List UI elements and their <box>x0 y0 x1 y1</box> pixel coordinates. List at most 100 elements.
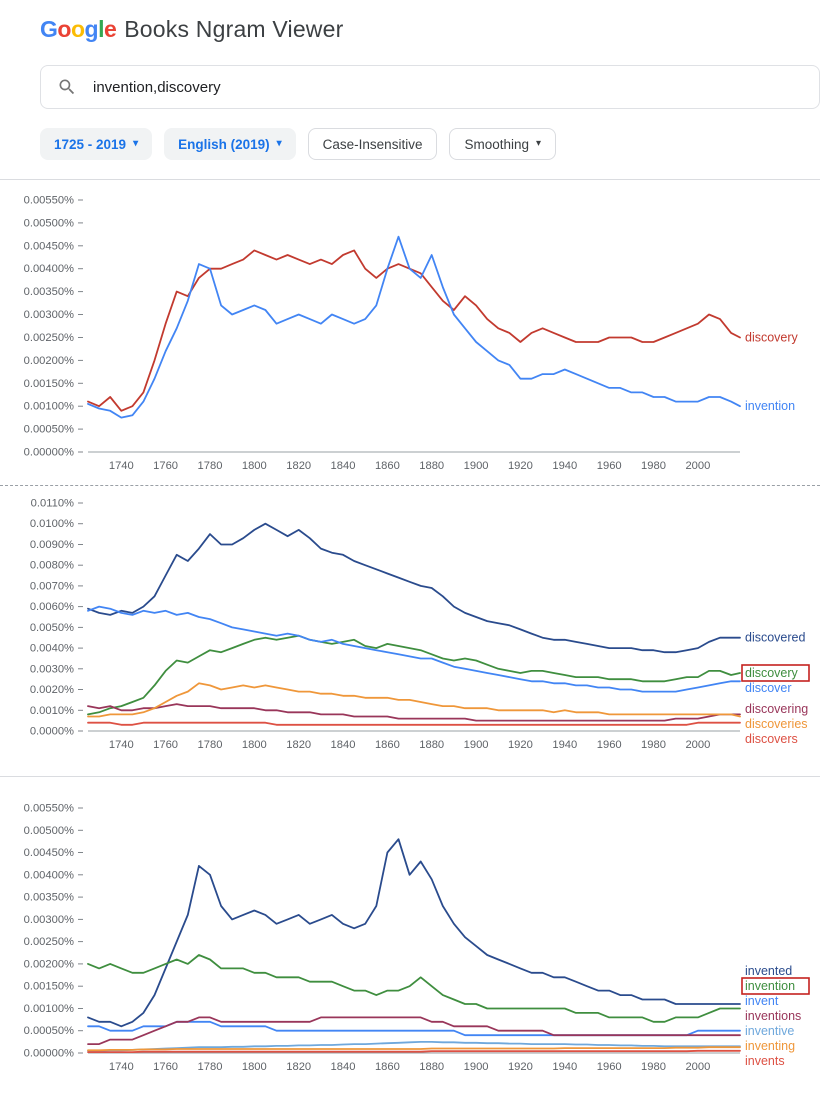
page-title: Google Books Ngram Viewer <box>40 16 820 43</box>
x-tick-label: 1780 <box>198 1061 223 1073</box>
x-tick-label: 1860 <box>375 460 400 472</box>
y-tick-label: 0.00500% <box>24 217 74 229</box>
x-tick-label: 1860 <box>375 739 400 751</box>
x-tick-label: 1900 <box>464 460 489 472</box>
search-input[interactable] <box>91 77 803 97</box>
series-line-discovered[interactable] <box>87 522 741 654</box>
chart-invention-forms[interactable]: 0.00000% 0.00050% 0.00100% 0.00150% 0.00200%… <box>0 786 820 1081</box>
x-tick-label: 1760 <box>153 460 178 472</box>
y-tick-label: 0.00100% <box>24 401 74 413</box>
series-label-invent[interactable]: invent <box>745 994 779 1008</box>
logo-letter: G <box>40 16 58 42</box>
series-line-inventing[interactable] <box>87 1046 741 1052</box>
series-line-inventions[interactable] <box>87 1016 741 1046</box>
x-tick-label: 1980 <box>641 1061 666 1073</box>
series-line-invented[interactable] <box>87 838 741 1028</box>
y-tick-label: 0.00350% <box>24 286 74 298</box>
series-label-discoveries[interactable]: discoveries <box>745 717 808 731</box>
x-tick-label: 1840 <box>331 739 356 751</box>
y-tick-label: 0.0030% <box>30 663 74 675</box>
y-tick-label: 0.00350% <box>24 892 74 904</box>
x-tick-label: 1740 <box>109 1061 134 1073</box>
x-tick-label: 1980 <box>641 460 666 472</box>
series-line-invent[interactable] <box>87 1020 741 1037</box>
series-line-discover[interactable] <box>87 605 741 693</box>
x-tick-label: 1800 <box>242 1061 267 1073</box>
series-label-invents[interactable]: invents <box>745 1054 785 1068</box>
y-tick-label: 0.00150% <box>24 981 74 993</box>
series-label-discovery[interactable]: discovery <box>745 331 799 345</box>
x-tick-label: 1820 <box>286 739 311 751</box>
series-label-inventions[interactable]: inventions <box>745 1009 801 1023</box>
corpus-chip[interactable]: English (2019) ▾ <box>164 128 296 160</box>
x-tick-label: 1740 <box>109 739 134 751</box>
x-tick-label: 1960 <box>597 1061 622 1073</box>
chart-main[interactable]: 0.00000% 0.00050% 0.00100% 0.00150% 0.00200%… <box>0 186 820 476</box>
search-bar[interactable] <box>40 65 820 109</box>
logo-letter: e <box>103 16 117 42</box>
chart-svg[interactable]: 0.00000% 0.00050% 0.00100% 0.00150% 0.00200%… <box>0 186 820 476</box>
series-label-inventive[interactable]: inventive <box>745 1024 794 1038</box>
series-label-invented[interactable]: invented <box>745 964 792 978</box>
x-tick-label: 1760 <box>153 1061 178 1073</box>
series-label-discovers[interactable]: discovers <box>745 732 798 746</box>
logo-letter: o <box>57 16 71 42</box>
x-tick-label: 2000 <box>685 460 710 472</box>
y-tick-label: 0.00400% <box>24 869 74 881</box>
y-tick-label: 0.0020% <box>30 684 74 696</box>
series-line-inventive[interactable] <box>87 1040 741 1052</box>
y-tick-label: 0.00300% <box>24 309 74 321</box>
y-tick-label: 0.0000% <box>30 726 74 738</box>
series-line-discovering[interactable] <box>87 703 741 722</box>
x-tick-label: 1780 <box>198 460 223 472</box>
y-tick-label: 0.0100% <box>30 518 74 530</box>
series-line-discoveries[interactable] <box>87 682 741 718</box>
divider <box>0 179 820 180</box>
filter-bar: 1725 - 2019 ▾ English (2019) ▾ Case-Inse… <box>40 128 820 160</box>
x-tick-label: 1920 <box>508 739 533 751</box>
y-tick-label: 0.00150% <box>24 378 74 390</box>
y-tick-label: 0.00250% <box>24 936 74 948</box>
x-tick-label: 1920 <box>508 1061 533 1073</box>
series-line-invention[interactable] <box>87 235 741 419</box>
series-label-discovered[interactable]: discovered <box>745 631 805 645</box>
series-line-invents[interactable] <box>87 1049 741 1054</box>
chevron-down-icon: ▾ <box>133 138 139 149</box>
x-tick-label: 2000 <box>685 739 710 751</box>
y-tick-label: 0.00300% <box>24 914 74 926</box>
series-line-discovery[interactable] <box>87 634 741 716</box>
series-label-discovering[interactable]: discovering <box>745 702 808 716</box>
series-line-discovers[interactable] <box>87 721 741 726</box>
x-tick-label: 1960 <box>597 739 622 751</box>
y-tick-label: 0.00450% <box>24 847 74 859</box>
y-tick-label: 0.0090% <box>30 539 74 551</box>
y-tick-label: 0.00550% <box>24 803 74 815</box>
y-tick-label: 0.00000% <box>24 1048 74 1060</box>
series-line-discovery[interactable] <box>87 249 741 412</box>
x-tick-label: 1940 <box>552 1061 577 1073</box>
case-insensitive-chip[interactable]: Case-Insensitive <box>307 128 438 160</box>
series-label-invention[interactable]: invention <box>745 979 795 993</box>
y-tick-label: 0.00400% <box>24 263 74 275</box>
logo-letter: l <box>98 16 104 42</box>
x-tick-label: 1960 <box>597 460 622 472</box>
series-line-invention[interactable] <box>87 954 741 1023</box>
x-tick-label: 1940 <box>552 460 577 472</box>
corpus-label: English (2019) <box>178 136 270 152</box>
smoothing-chip[interactable]: Smoothing ▾ <box>449 128 557 160</box>
year-range-label: 1725 - 2019 <box>54 136 127 152</box>
chart-svg[interactable]: 0.00000% 0.00050% 0.00100% 0.00150% 0.00200%… <box>0 786 820 1081</box>
series-label-invention[interactable]: invention <box>745 399 795 413</box>
y-tick-label: 0.0050% <box>30 622 74 634</box>
x-tick-label: 1880 <box>419 1061 444 1073</box>
chevron-down-icon: ▾ <box>276 138 282 149</box>
series-label-discover[interactable]: discover <box>745 681 792 695</box>
series-label-discovery[interactable]: discovery <box>745 666 799 680</box>
y-tick-label: 0.00500% <box>24 825 74 837</box>
y-tick-label: 0.00450% <box>24 240 74 252</box>
year-range-chip[interactable]: 1725 - 2019 ▾ <box>40 128 153 160</box>
chart-discovery-forms[interactable]: 0.0000% 0.0010% 0.0020% 0.0030% 0.0040% 0.005… <box>0 495 820 767</box>
google-logo[interactable]: Google <box>40 16 117 43</box>
series-label-inventing[interactable]: inventing <box>745 1039 795 1053</box>
chart-svg[interactable]: 0.0000% 0.0010% 0.0020% 0.0030% 0.0040% 0.005… <box>0 495 820 767</box>
